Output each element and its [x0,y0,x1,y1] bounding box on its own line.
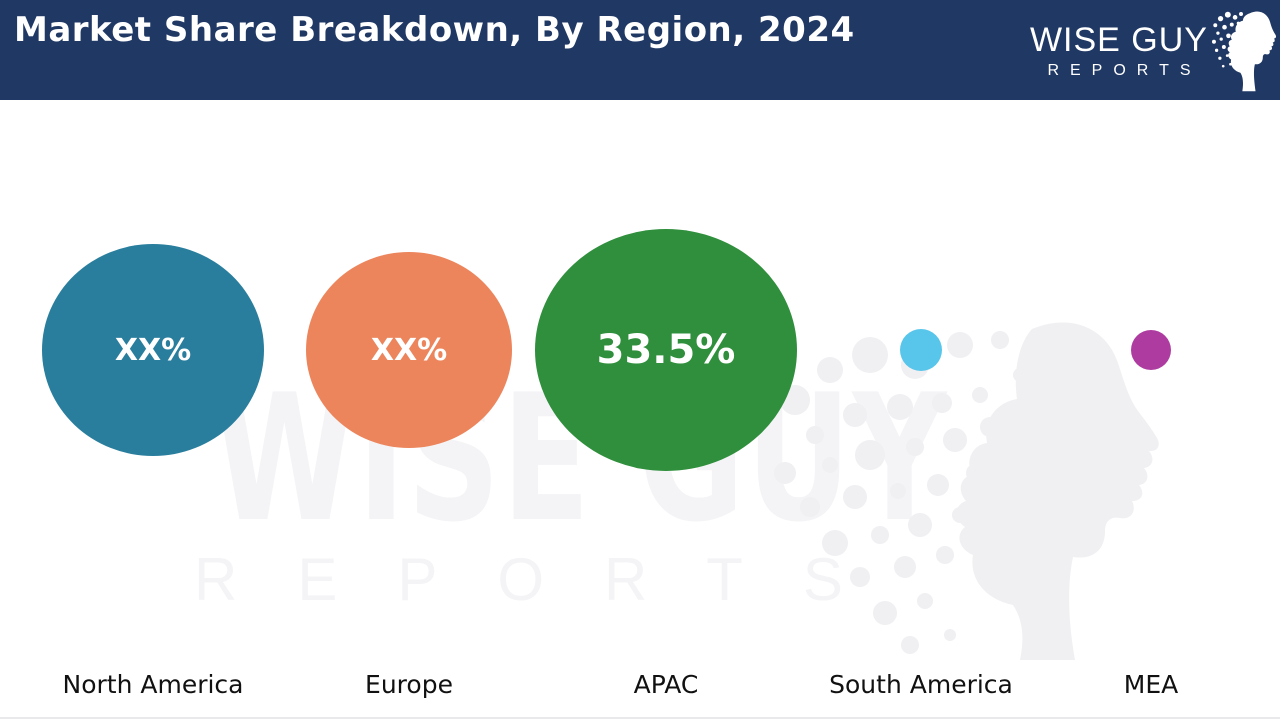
logo-wordmark: WISE GUY [1029,20,1208,59]
page-title: Market Share Breakdown, By Region, 2024 [14,10,855,50]
bubble-chart: WISE GUY REPORTS XX% XX% 33.5% [0,100,1280,720]
category-label-apac: APAC [633,670,699,699]
logo-head-icon [1211,11,1276,92]
header-bar: Market Share Breakdown, By Region, 2024 … [0,0,1280,100]
bubble-value-label: XX% [370,332,448,368]
logo-subtext: REPORTS [1047,61,1202,79]
watermark-head-icon [774,322,1159,660]
bubble-value-label: 33.5% [596,327,736,373]
bubble-europe: XX% [306,252,512,448]
watermark-subtext: REPORTS [194,546,903,613]
bubble-apac: 33.5% [535,229,797,471]
category-label-mea: MEA [1123,670,1179,699]
bubble-south-america [900,329,942,371]
bubble-value-label: XX% [114,332,192,368]
brand-logo: WISE GUY REPORTS [1030,2,1276,98]
logo-text-block: WISE GUY REPORTS [1030,21,1208,80]
category-label-europe: Europe [365,670,453,699]
category-label-south-america: South America [829,670,1013,699]
bubble-north-america: XX% [42,244,264,456]
chart-baseline [0,717,1280,719]
bubble-mea [1131,330,1171,370]
category-label-north-america: North America [62,670,244,699]
